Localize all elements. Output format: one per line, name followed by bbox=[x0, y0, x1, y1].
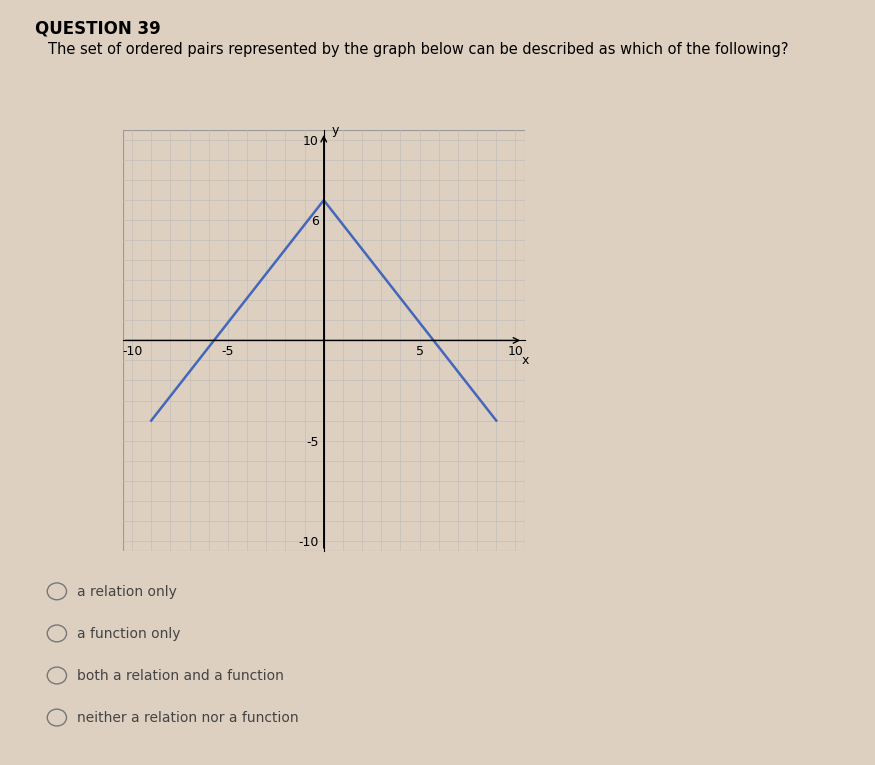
Text: neither a relation nor a function: neither a relation nor a function bbox=[77, 711, 298, 725]
Text: x: x bbox=[522, 354, 528, 367]
Text: both a relation and a function: both a relation and a function bbox=[77, 669, 284, 683]
Text: The set of ordered pairs represented by the graph below can be described as whic: The set of ordered pairs represented by … bbox=[48, 42, 788, 57]
Text: a function only: a function only bbox=[77, 627, 180, 641]
Text: y: y bbox=[332, 124, 339, 136]
Text: a relation only: a relation only bbox=[77, 585, 177, 599]
Text: QUESTION 39: QUESTION 39 bbox=[35, 19, 161, 37]
